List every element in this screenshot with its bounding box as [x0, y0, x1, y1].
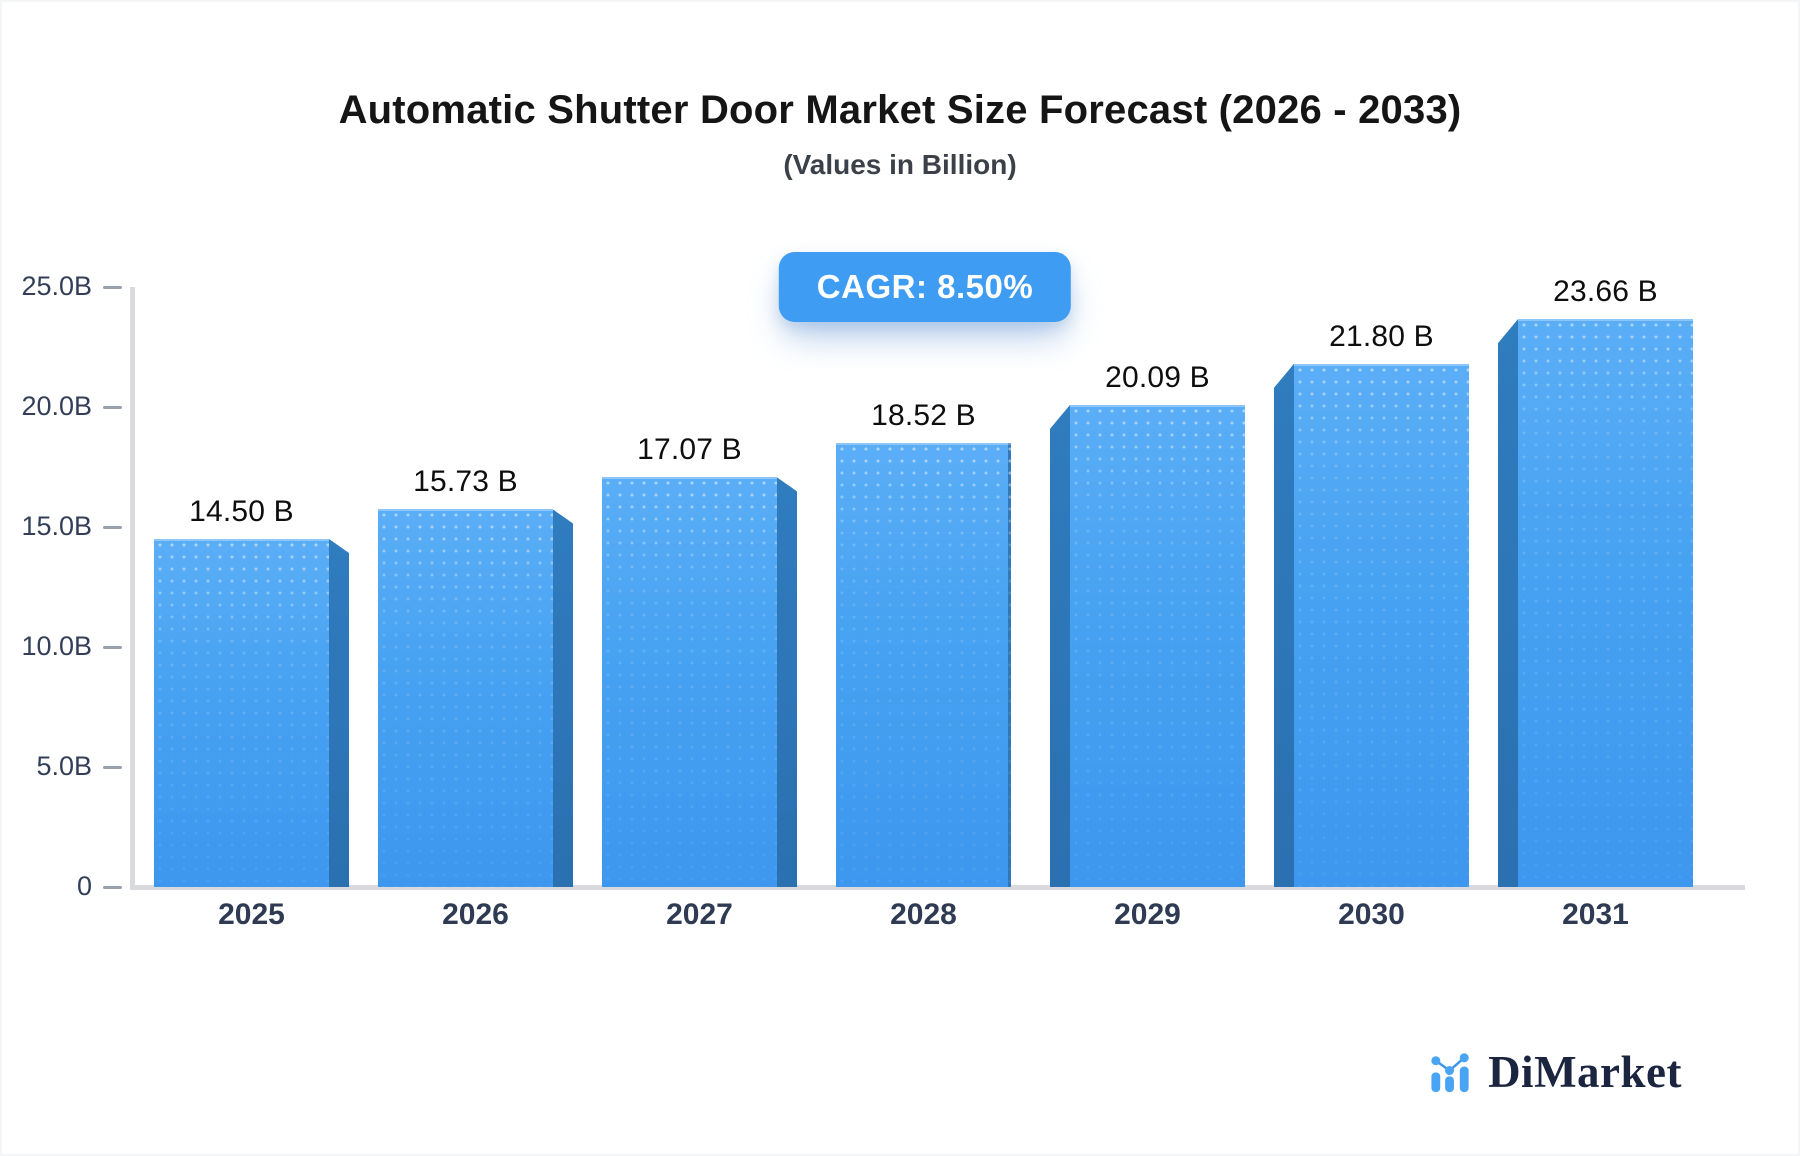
bar-front-face	[378, 509, 553, 887]
y-axis-line	[130, 287, 135, 890]
y-axis-tick	[103, 765, 122, 769]
y-axis-label: 10.0B	[21, 631, 92, 661]
bar-2025	[154, 539, 349, 887]
bar-chart-logo-icon	[1431, 1052, 1469, 1092]
bar-front-face	[602, 477, 777, 887]
bar-value-label: 18.52 B	[871, 398, 976, 432]
y-axis-tick	[103, 405, 122, 409]
y-axis-label: 25.0B	[21, 271, 92, 301]
bar-side-face	[329, 539, 349, 887]
brand-logo: DiMarket	[1428, 1046, 1682, 1098]
y-axis-label: 0	[76, 871, 92, 901]
bar-front-face	[1070, 404, 1245, 887]
x-axis-label: 2029	[1114, 898, 1181, 931]
bar-value-label: 21.80 B	[1329, 319, 1434, 353]
x-axis-label: 2028	[890, 898, 957, 931]
bar-value-label: 23.66 B	[1553, 275, 1658, 309]
bar-front-face	[1518, 319, 1693, 887]
bar-front-face	[1294, 363, 1469, 887]
y-axis-label: 15.0B	[21, 511, 92, 541]
bar-side-face	[553, 509, 573, 887]
y-axis-label: 5.0B	[36, 751, 92, 781]
bar-side-face	[1274, 363, 1294, 887]
chart-title: Automatic Shutter Door Market Size Forec…	[338, 88, 1462, 132]
chart-subtitle: (Values in Billion)	[783, 149, 1017, 180]
bar-2027	[602, 477, 797, 887]
y-axis-tick	[103, 645, 122, 649]
cagr-badge: CAGR: 8.50%	[778, 252, 1072, 322]
bar-value-label: 20.09 B	[1105, 360, 1210, 394]
bar-front-face	[836, 442, 1011, 887]
bar-side-face	[1498, 319, 1518, 887]
bar-value-label: 17.07 B	[637, 433, 742, 467]
bar-side-face	[1050, 404, 1070, 887]
chart-header: Automatic Shutter Door Market Size Forec…	[0, 88, 1800, 181]
y-axis-tick	[103, 525, 122, 529]
brand-logo-text: DiMarket	[1488, 1047, 1682, 1097]
bar-side-face	[777, 477, 797, 887]
x-axis-label: 2030	[1338, 898, 1405, 931]
bar-front-face	[154, 539, 329, 887]
bar-2030	[1274, 363, 1469, 887]
bar-value-label: 15.73 B	[413, 465, 518, 499]
bar-2028	[836, 442, 1011, 887]
bar-2026	[378, 509, 573, 887]
x-axis-label: 2031	[1562, 898, 1629, 931]
x-axis-label: 2027	[666, 898, 733, 931]
bar-value-label: 14.50 B	[189, 495, 294, 528]
y-axis-tick	[103, 885, 122, 889]
x-axis-label: 2026	[442, 898, 509, 931]
y-axis-tick	[103, 285, 122, 289]
x-axis-label: 2025	[218, 898, 285, 931]
bar-2029	[1050, 404, 1245, 887]
y-axis-label: 20.0B	[21, 391, 92, 421]
bar-2031	[1498, 319, 1693, 887]
x-axis-line	[130, 885, 1745, 890]
